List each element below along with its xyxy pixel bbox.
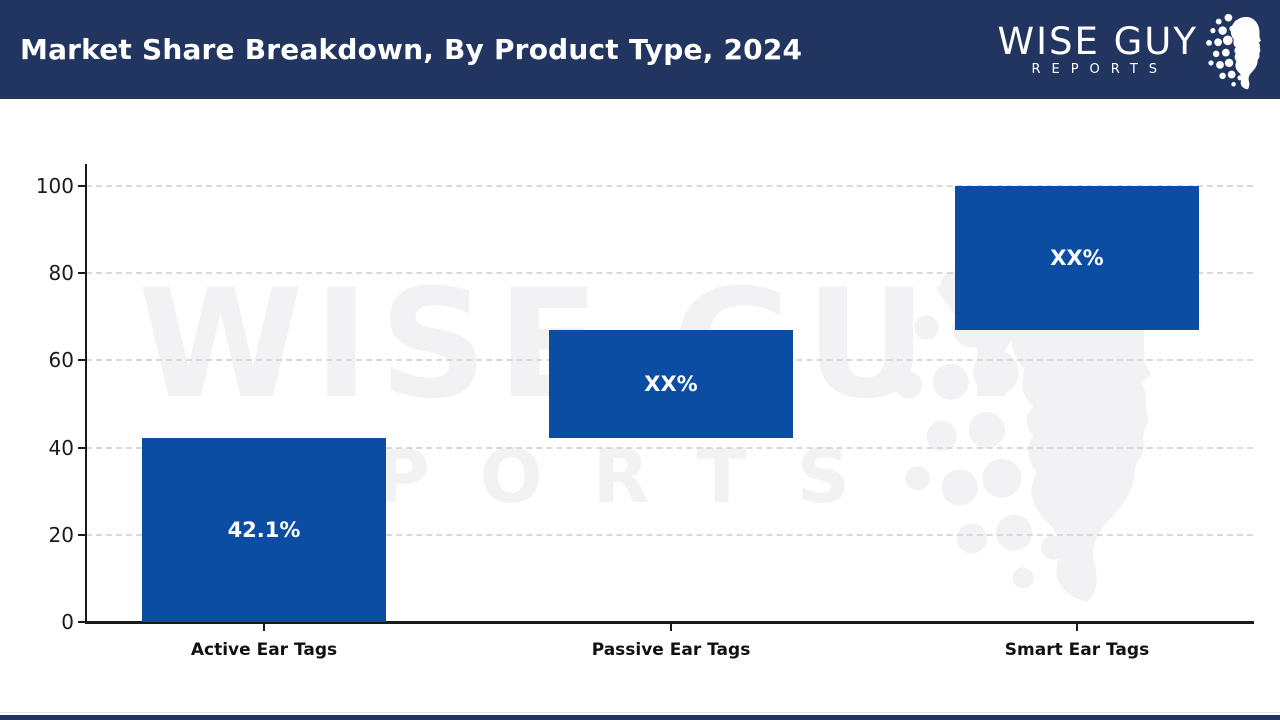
gridline-y20 bbox=[86, 533, 1253, 536]
y-tickmark-40 bbox=[78, 446, 86, 449]
y-tickmark-0 bbox=[78, 621, 86, 623]
wise-guy-reports-logo: WISE GUY REPORTS bbox=[998, 6, 1266, 94]
x-tickmark-1 bbox=[670, 624, 672, 631]
logo-wiseguy-text: WISE GUY bbox=[997, 19, 1198, 63]
gridline-y40 bbox=[86, 446, 1253, 449]
bar-value-label-1: XX% bbox=[644, 372, 698, 397]
y-tick-label-0: 0 bbox=[61, 610, 74, 634]
y-axis-spine bbox=[85, 164, 87, 623]
y-tick-label-20: 20 bbox=[48, 522, 74, 547]
bar-value-label-2: XX% bbox=[1050, 245, 1104, 270]
header-banner: Market Share Breakdown, By Product Type,… bbox=[0, 0, 1280, 99]
bar-value-label-0: 42.1% bbox=[227, 518, 301, 543]
footer-bar bbox=[0, 715, 1280, 720]
gridline-y80 bbox=[86, 272, 1253, 275]
chart-title: Market Share Breakdown, By Product Type,… bbox=[20, 33, 803, 66]
x-tick-label-0: Active Ear Tags bbox=[190, 640, 338, 660]
x-tick-label-1: Passive Ear Tags bbox=[591, 640, 751, 660]
y-tick-label-40: 40 bbox=[48, 435, 74, 460]
y-tickmark-80 bbox=[78, 272, 86, 275]
y-tickmark-100 bbox=[78, 185, 86, 187]
x-axis-spine bbox=[85, 621, 1254, 624]
x-tickmark-0 bbox=[263, 624, 265, 631]
gridline-y100 bbox=[86, 185, 1253, 187]
y-tick-label-60: 60 bbox=[48, 348, 74, 373]
footer-divider bbox=[0, 712, 1280, 713]
logo-reports-text: REPORTS bbox=[1031, 62, 1169, 78]
bar-2: XX% bbox=[955, 186, 1199, 330]
x-tick-label-2: Smart Ear Tags bbox=[1004, 640, 1150, 660]
y-tickmark-60 bbox=[78, 359, 86, 362]
y-tickmark-20 bbox=[78, 533, 86, 536]
bar-1: XX% bbox=[549, 329, 793, 439]
x-tickmark-2 bbox=[1076, 624, 1078, 631]
bar-0: 42.1% bbox=[142, 438, 386, 622]
y-tick-label-100: 100 bbox=[35, 174, 74, 198]
y-tick-label-80: 80 bbox=[48, 261, 74, 286]
